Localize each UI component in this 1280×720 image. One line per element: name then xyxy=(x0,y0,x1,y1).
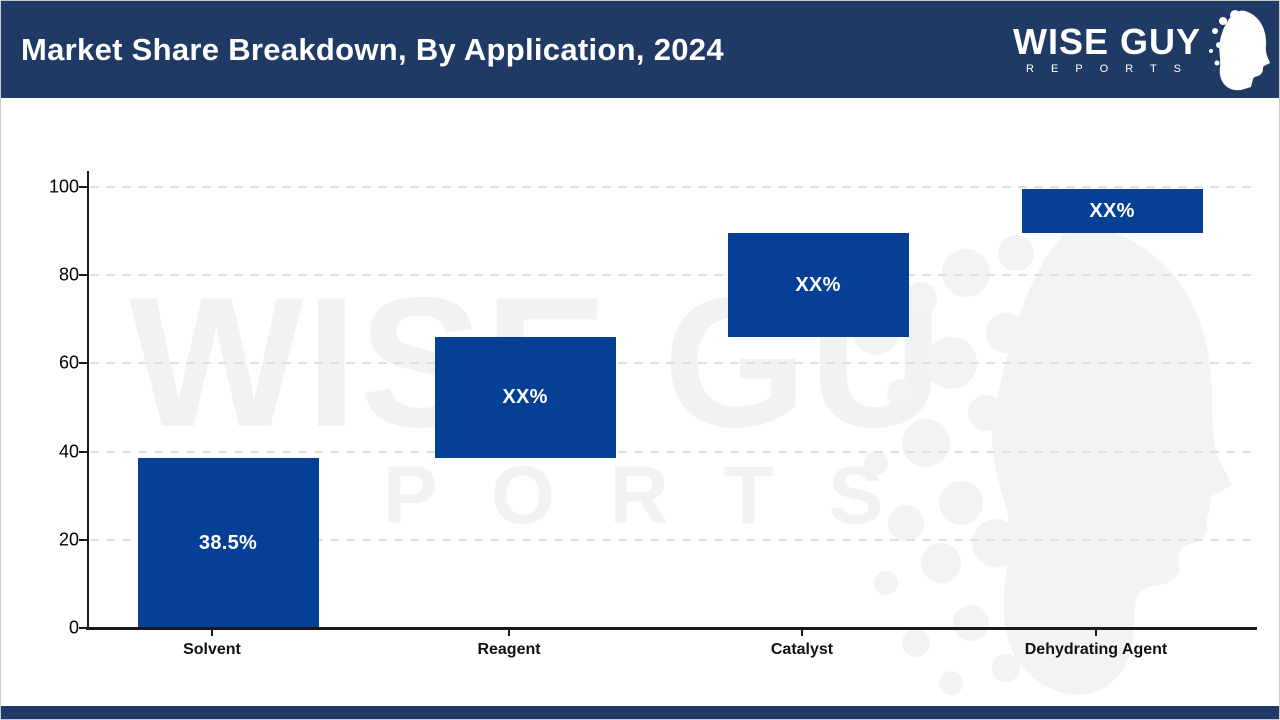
y-tick-label: 80 xyxy=(58,264,79,285)
bar-value-label: 38.5% xyxy=(198,531,258,554)
y-tick xyxy=(79,450,87,453)
bar-catalyst: XX% xyxy=(727,233,909,337)
bar-value-label: XX% xyxy=(1089,199,1135,222)
gridline xyxy=(90,450,1257,453)
y-tick xyxy=(79,186,87,188)
gridline xyxy=(90,538,1257,541)
x-tick xyxy=(801,629,803,636)
bar-reagent: XX% xyxy=(434,336,616,459)
logo-face-icon xyxy=(1209,10,1270,91)
bar-value-label: XX% xyxy=(502,386,548,409)
logo-subtitle-text: R E P O R T S xyxy=(1026,62,1188,75)
watermark-face-icon xyxy=(854,223,1232,695)
gridline xyxy=(90,362,1257,365)
y-tick xyxy=(79,362,87,365)
x-category-label: Dehydrating Agent xyxy=(1024,641,1168,658)
x-category-label: Solvent xyxy=(183,641,241,658)
footer-bar xyxy=(1,706,1279,719)
x-tick xyxy=(1095,629,1097,636)
logo-name-text: WISE GUY xyxy=(1012,20,1201,62)
header: Market Share Breakdown, By Application, … xyxy=(1,1,1279,98)
bar-value-label: XX% xyxy=(795,273,841,296)
bar-dehydrating-agent: XX% xyxy=(1021,189,1203,234)
watermark-subtext: P O R T S xyxy=(383,450,900,541)
bar-solvent: 38.5% xyxy=(137,458,319,628)
y-tick-label: 40 xyxy=(58,441,79,462)
x-tick xyxy=(508,629,510,636)
chart-title: Market Share Breakdown, By Application, … xyxy=(21,31,724,67)
y-tick-label: 100 xyxy=(48,176,79,197)
y-tick xyxy=(79,538,87,541)
brand-logo: WISE GUY R E P O R T S xyxy=(1013,7,1271,91)
y-tick-label: 20 xyxy=(58,529,79,550)
gridline xyxy=(90,186,1257,188)
gridline xyxy=(90,274,1257,277)
y-tick-label: 0 xyxy=(68,617,79,638)
x-category-label: Reagent xyxy=(477,641,541,658)
x-category-label: Catalyst xyxy=(770,641,834,658)
y-tick xyxy=(79,274,87,277)
y-axis-line xyxy=(87,171,89,629)
x-axis-line xyxy=(86,627,1257,630)
y-tick xyxy=(79,627,87,629)
x-tick xyxy=(211,629,213,636)
y-tick-label: 60 xyxy=(58,352,79,373)
logo-wordmark: WISE GUY R E P O R T S xyxy=(1012,20,1201,75)
